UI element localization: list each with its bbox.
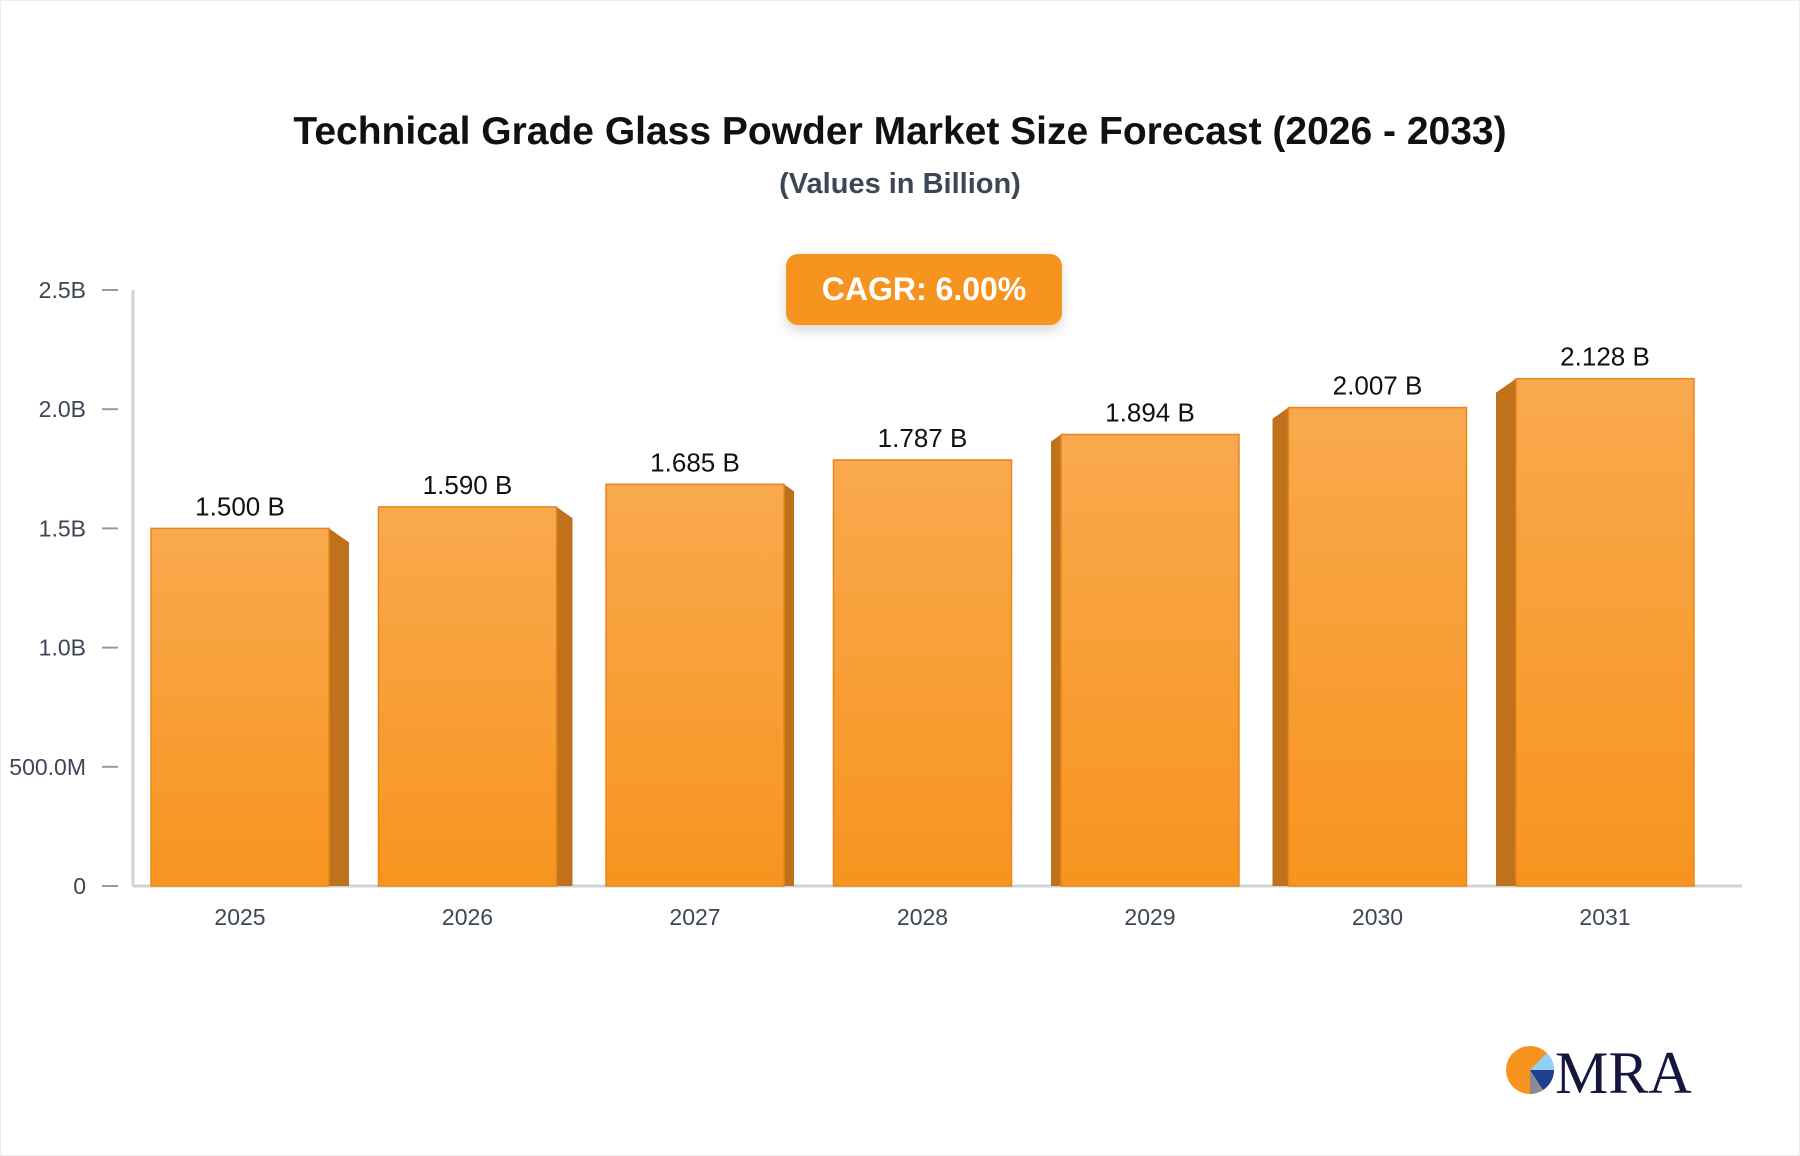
data-label: 2.007 B [1333,371,1423,401]
bar-2025 [150,527,330,887]
x-tick-label: 2027 [669,904,720,930]
y-tick-label: 1.5B [39,515,86,541]
bar-side [1272,407,1289,886]
data-label: 1.787 B [878,423,968,453]
x-tick-label: 2025 [214,904,265,930]
x-tick-label: 2029 [1124,904,1175,930]
y-tick-label: 0 [73,873,86,899]
bar-side [784,484,794,886]
bar-2031 [1515,377,1695,887]
x-tick-label: 2028 [897,904,948,930]
bar-2026 [377,506,558,887]
x-tick-label: 2026 [442,904,493,930]
bar-2027 [605,483,785,887]
bar-side [556,506,573,886]
y-tick-label: 500.0M [9,754,86,780]
mra-logo: MRA [1506,1040,1692,1100]
data-label: 2.128 B [1560,342,1650,372]
x-tick-label: 2031 [1579,904,1630,930]
x-tick-label: 2030 [1352,904,1403,930]
y-tick-label: 2.5B [39,277,86,303]
bar-2030 [1287,406,1468,887]
bar-2028 [832,459,1013,887]
svg-text:MRA: MRA [1555,1040,1692,1100]
data-label: 1.894 B [1105,397,1195,427]
data-label: 1.500 B [195,491,285,521]
data-label: 1.590 B [423,470,513,500]
bar-2029 [1060,433,1240,887]
chart-subtitle: (Values in Billion) [779,168,1021,200]
y-tick-label: 1.0B [39,635,86,661]
chart-title: Technical Grade Glass Powder Market Size… [293,110,1507,153]
bar-side [1496,378,1516,886]
data-label: 1.685 B [650,447,740,477]
bar-side [1051,434,1061,886]
y-tick-label: 2.0B [39,396,86,422]
cagr-badge: CAGR: 6.00% [786,254,1062,325]
bar-side [329,528,349,886]
